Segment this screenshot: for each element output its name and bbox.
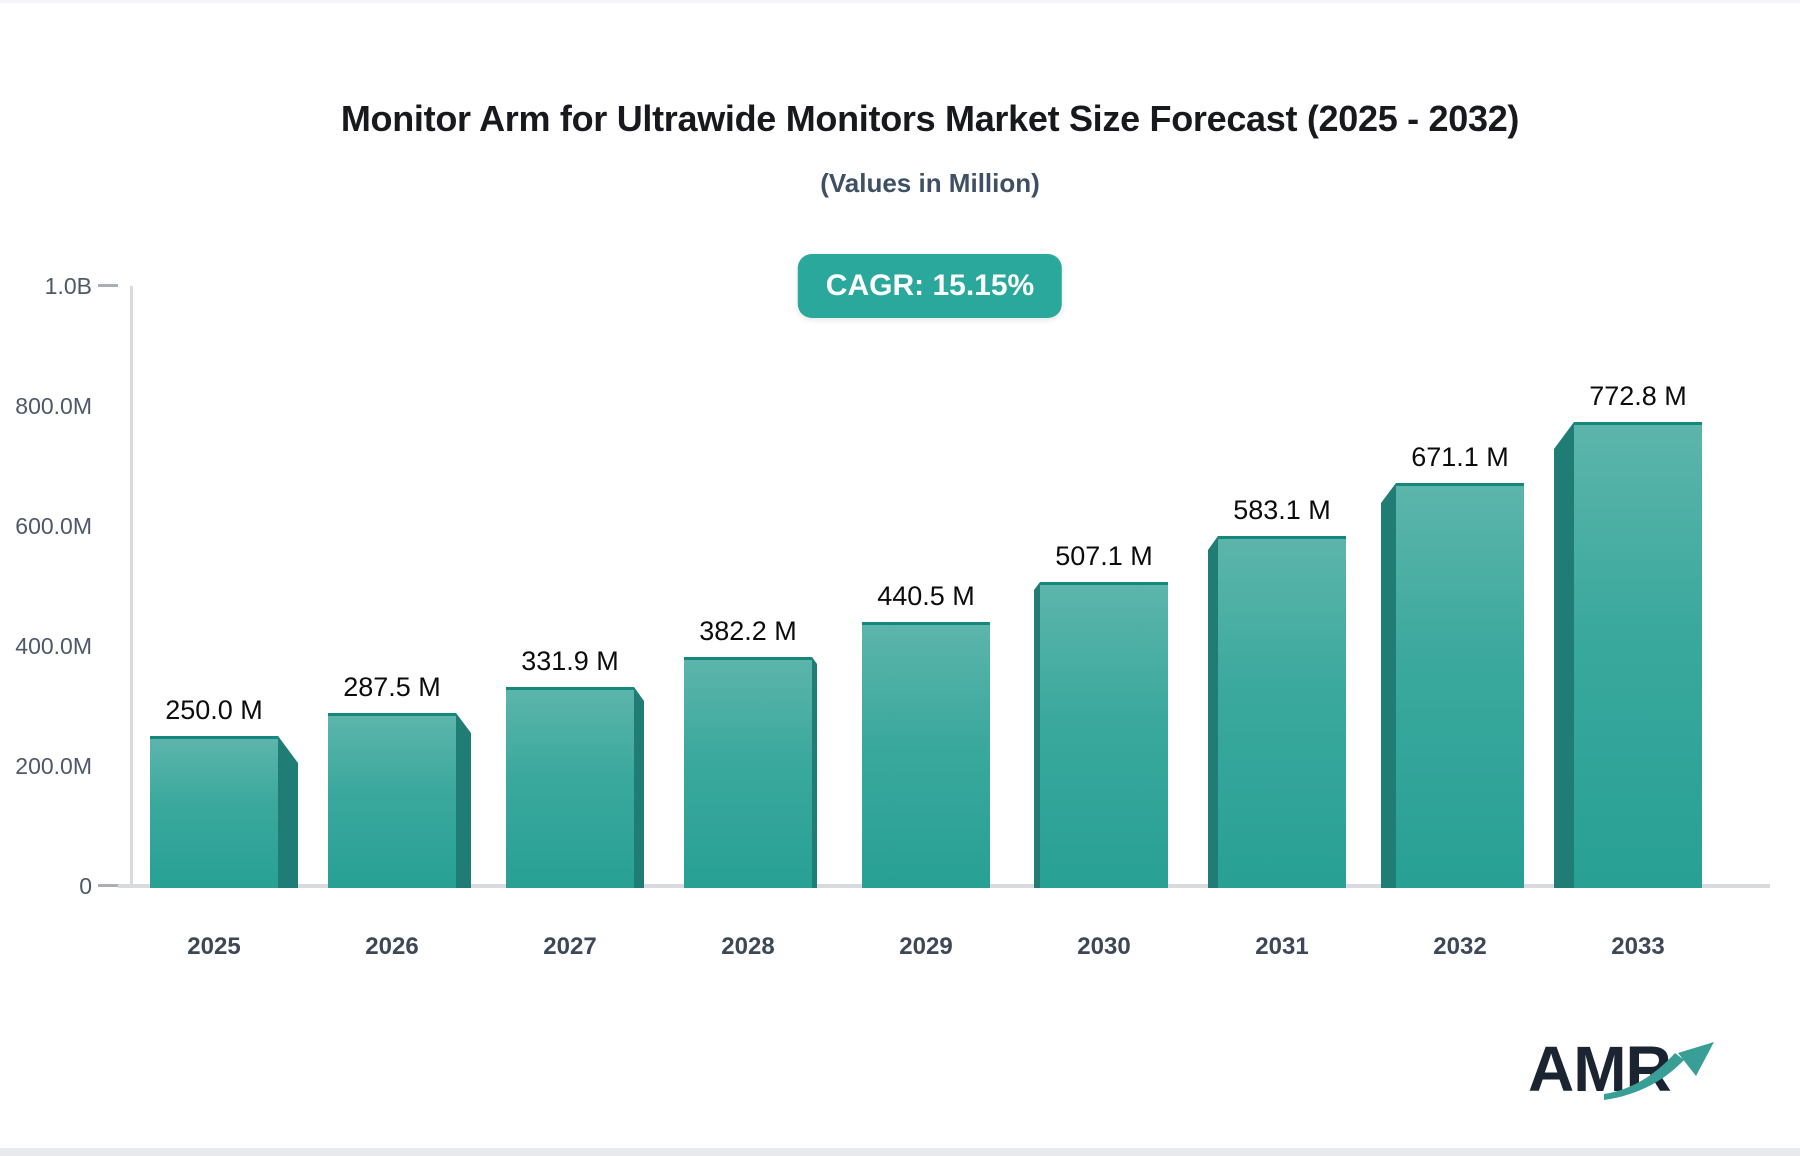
bar-2033 [1574,422,1702,888]
bar-3d-side [634,687,644,888]
bar-3d-side [1208,536,1218,888]
y-axis-tick-mark [98,884,118,887]
bar-3d-side [1381,483,1396,888]
bar-2025 [150,736,278,888]
chart-title: Monitor Arm for Ultrawide Monitors Marke… [340,98,1520,139]
bar-value-label: 440.5 M [877,581,975,611]
bar-2031 [1218,536,1346,888]
bar-3d-side [1034,582,1040,888]
x-axis-label-2025: 2025 [187,933,241,960]
bar-2026 [328,713,456,888]
x-axis-label-2028: 2028 [721,933,775,960]
x-axis-label-2029: 2029 [899,933,953,960]
bar-value-label: 772.8 M [1589,381,1687,411]
chart-subtitle: (Values in Million) [820,168,1040,198]
top-border-strip [0,0,1800,3]
cagr-badge: CAGR: 15.15% [797,254,1063,318]
amr-logo-text: AMR [1528,1033,1672,1105]
y-axis-tick-label: 0 [79,873,92,899]
bar-value-label: 382.2 M [699,616,797,646]
bar-value-label: 250.0 M [165,695,263,725]
bar-2028 [684,657,812,888]
amr-logo: AMR [1528,1032,1800,1122]
bar-value-label: 671.1 M [1411,442,1509,472]
x-axis-label-2030: 2030 [1077,933,1131,960]
bar-value-label: 287.5 M [343,672,441,702]
bar-3d-side [812,657,817,888]
x-axis-label-2033: 2033 [1611,933,1665,960]
y-axis-tick-label: 600.0M [15,513,92,539]
bar-2032 [1396,483,1524,888]
bar-2029 [862,622,990,888]
x-axis-label-2032: 2032 [1433,933,1487,960]
bar-3d-side [278,736,298,888]
y-axis-tick-label: 200.0M [15,753,92,779]
y-axis-line [130,286,133,887]
bar-value-label: 507.1 M [1055,541,1153,571]
x-axis-label-2031: 2031 [1255,933,1309,960]
growth-arrow-icon [1604,1042,1714,1100]
bar-3d-side [1554,422,1574,888]
bar-3d-side [456,713,471,888]
x-axis-label-2027: 2027 [543,933,597,960]
y-axis-tick-label: 400.0M [15,633,92,659]
y-axis-tick-label: 1.0B [44,273,92,299]
bar-2027 [506,687,634,888]
bottom-border-strip [0,1148,1800,1156]
y-axis-tick-label: 800.0M [15,393,92,419]
y-axis-tick-mark [98,284,118,287]
x-axis-label-2026: 2026 [365,933,419,960]
bar-2030 [1040,582,1168,888]
bar-value-label: 583.1 M [1233,495,1331,525]
bar-value-label: 331.9 M [521,646,619,676]
